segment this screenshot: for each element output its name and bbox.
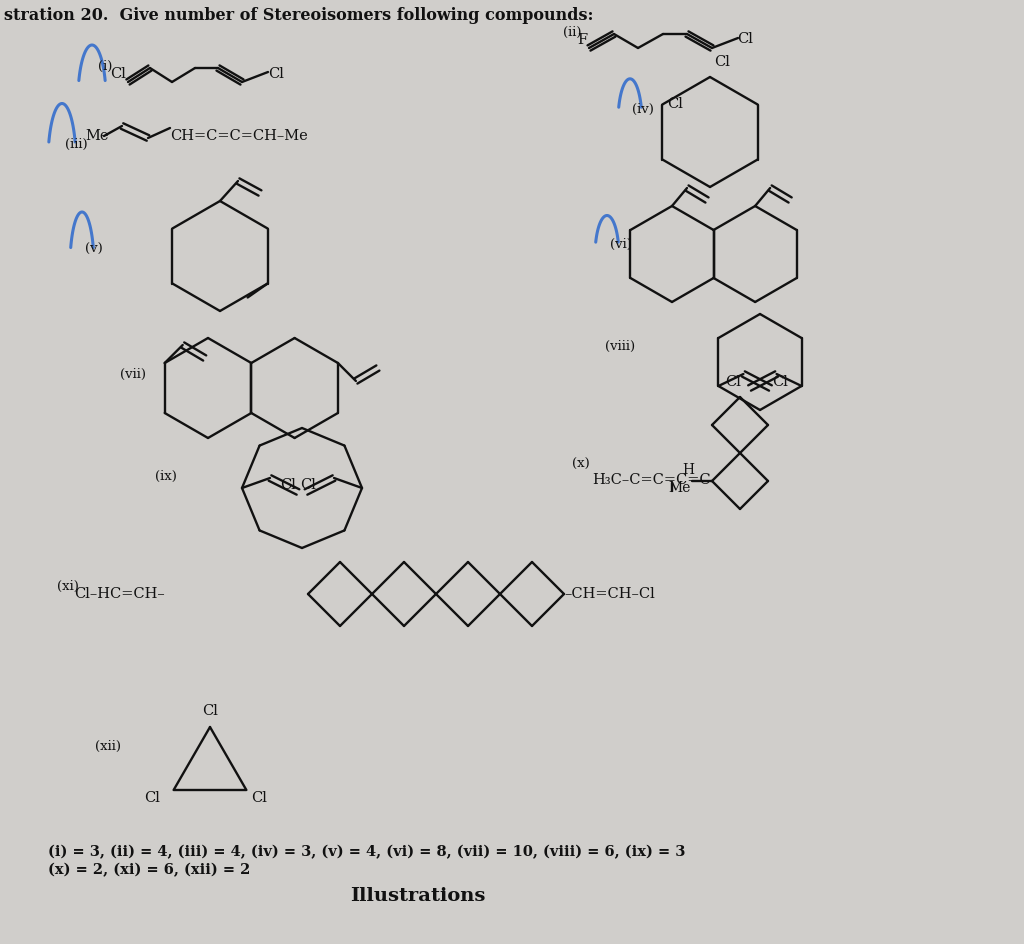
Text: Cl: Cl bbox=[110, 67, 126, 81]
Text: Cl: Cl bbox=[714, 55, 730, 69]
Text: (i) = 3, (ii) = 4, (iii) = 4, (iv) = 3, (v) = 4, (vi) = 8, (vii) = 10, (viii) = : (i) = 3, (ii) = 4, (iii) = 4, (iv) = 3, … bbox=[48, 845, 685, 859]
Text: Cl: Cl bbox=[143, 791, 160, 805]
Text: Cl: Cl bbox=[300, 478, 315, 492]
Text: Cl: Cl bbox=[726, 375, 741, 389]
Text: F: F bbox=[577, 33, 587, 47]
Text: H₃C–C=C=C=C: H₃C–C=C=C=C bbox=[592, 473, 711, 487]
Text: (vi): (vi) bbox=[610, 238, 632, 250]
Text: (ii): (ii) bbox=[563, 25, 582, 39]
Text: Me: Me bbox=[668, 481, 690, 495]
Text: (xi): (xi) bbox=[57, 580, 79, 593]
Text: –CH=CH–Cl: –CH=CH–Cl bbox=[564, 587, 654, 601]
Text: Cl: Cl bbox=[668, 97, 683, 111]
Text: stration 20.  Give number of Stereoisomers following compounds:: stration 20. Give number of Stereoisomer… bbox=[4, 8, 594, 25]
Text: (x) = 2, (xi) = 6, (xii) = 2: (x) = 2, (xi) = 6, (xii) = 2 bbox=[48, 863, 251, 877]
Text: (i): (i) bbox=[98, 59, 113, 73]
Text: Cl: Cl bbox=[202, 704, 218, 718]
Text: Cl: Cl bbox=[251, 791, 267, 805]
Text: (iii): (iii) bbox=[65, 138, 88, 150]
Text: (viii): (viii) bbox=[605, 340, 635, 352]
Text: (v): (v) bbox=[85, 243, 102, 256]
Text: (x): (x) bbox=[572, 458, 590, 470]
Text: (iv): (iv) bbox=[632, 103, 654, 115]
Text: Cl: Cl bbox=[772, 375, 788, 389]
Text: Cl: Cl bbox=[737, 32, 753, 46]
Text: Me: Me bbox=[85, 129, 109, 143]
Text: (ix): (ix) bbox=[155, 469, 177, 482]
Text: Cl–HC=CH–: Cl–HC=CH– bbox=[74, 587, 165, 601]
Text: Cl: Cl bbox=[280, 478, 296, 492]
Text: (xii): (xii) bbox=[95, 739, 121, 752]
Text: Cl: Cl bbox=[268, 67, 284, 81]
Text: Illustrations: Illustrations bbox=[350, 887, 485, 905]
Text: (vii): (vii) bbox=[120, 367, 146, 380]
Text: H: H bbox=[682, 463, 694, 477]
Text: CH=C=C=CH–Me: CH=C=C=CH–Me bbox=[170, 129, 308, 143]
